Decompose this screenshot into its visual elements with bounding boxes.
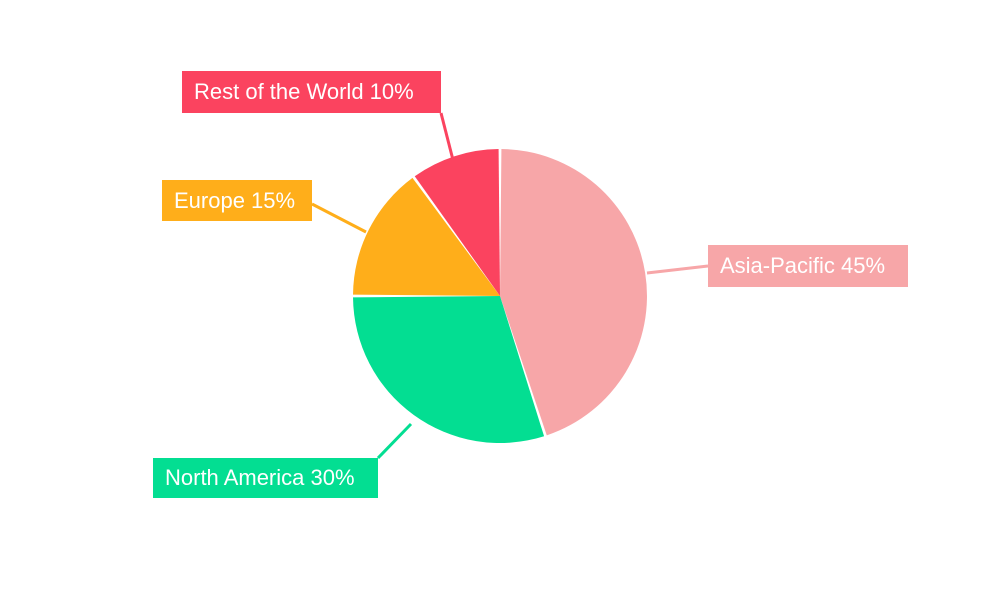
leader-line-rest-of-the-world xyxy=(439,112,455,161)
pie-wedges-group xyxy=(353,149,647,443)
leader-lines-group xyxy=(311,112,709,460)
pie-label-text-europe: Europe 15% xyxy=(174,187,296,213)
pie-slice-north-america[interactable] xyxy=(353,296,545,443)
pie-label-north-america[interactable]: North America 30% xyxy=(153,458,378,498)
pie-label-asia-pacific[interactable]: Asia-Pacific 45% xyxy=(708,245,908,287)
pie-slice-rest-of-the-world[interactable] xyxy=(414,149,500,296)
pie-label-text-rest-of-the-world: Rest of the World 10% xyxy=(194,79,414,104)
leader-line-europe xyxy=(311,202,367,234)
pie-slice-asia-pacific[interactable] xyxy=(500,149,647,436)
pie-label-rest-of-the-world[interactable]: Rest of the World 10% xyxy=(182,71,441,113)
leader-line-north-america xyxy=(376,422,413,460)
pie-label-text-asia-pacific: Asia-Pacific 45% xyxy=(720,253,886,278)
pie-slice-europe[interactable] xyxy=(353,177,500,296)
leader-line-asia-pacific xyxy=(646,264,709,275)
pie-label-europe[interactable]: Europe 15% xyxy=(162,180,312,221)
pie-label-text-north-america: North America 30% xyxy=(165,465,355,490)
